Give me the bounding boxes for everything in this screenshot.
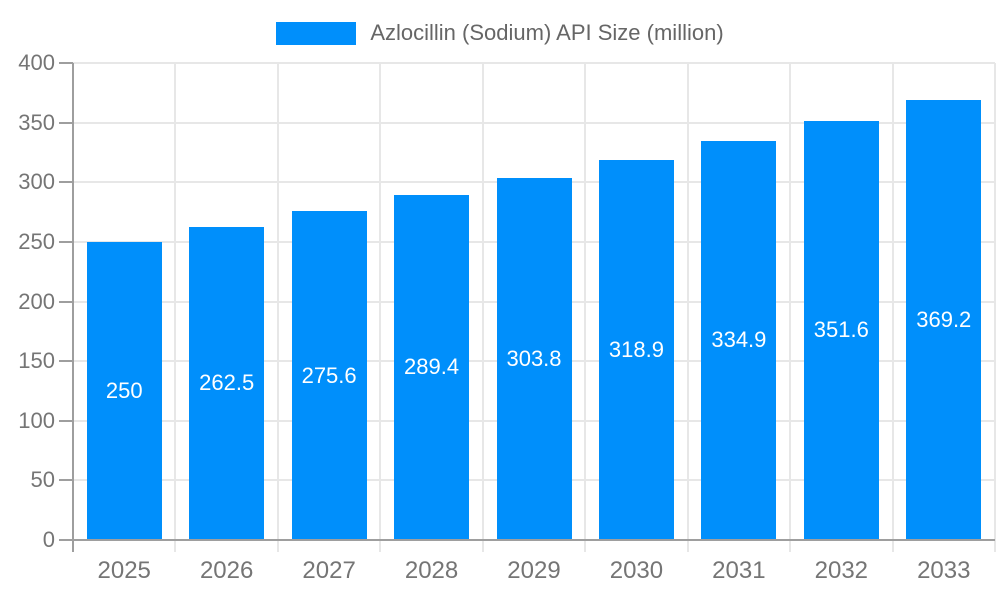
x-tick-mark — [481, 540, 484, 552]
bar-value-label: 351.6 — [813, 317, 869, 343]
bar-value-label: 334.9 — [711, 327, 767, 353]
legend-swatch-icon — [276, 21, 357, 45]
y-tick-mark — [59, 121, 73, 124]
x-tick-label: 2032 — [814, 557, 869, 584]
bar-value-label: 369.2 — [916, 306, 972, 332]
y-tick-label: 300 — [18, 169, 55, 195]
gridline-horizontal — [73, 62, 995, 64]
bar-value-label: 289.4 — [404, 354, 460, 380]
x-tick-label: 2026 — [199, 557, 254, 584]
x-tick-mark — [789, 540, 792, 552]
bar: 262.5 — [189, 226, 265, 540]
bar: 351.6 — [803, 120, 879, 540]
gridline-vertical — [174, 63, 177, 540]
y-tick-mark — [59, 240, 73, 243]
x-tick-mark — [276, 540, 279, 552]
bar-value-label: 303.8 — [506, 345, 562, 371]
x-tick-label: 2028 — [404, 557, 459, 584]
bar: 369.2 — [906, 99, 982, 540]
y-tick-label: 200 — [18, 288, 55, 314]
bar-value-label: 250 — [105, 377, 143, 403]
x-tick-label: 2027 — [302, 557, 356, 584]
x-tick-label: 2029 — [507, 557, 561, 584]
gridline-vertical — [994, 63, 996, 540]
bar-value-label: 262.5 — [199, 370, 255, 396]
y-tick-mark — [59, 479, 73, 482]
y-tick-mark — [59, 539, 73, 541]
y-tick-label: 150 — [18, 348, 55, 374]
bar-value-label: 275.6 — [301, 362, 357, 388]
y-tick-mark — [59, 181, 73, 184]
y-tick-label: 100 — [18, 407, 55, 433]
bar: 318.9 — [598, 159, 674, 540]
gridline-vertical — [379, 63, 382, 540]
y-tick-mark — [59, 419, 73, 422]
gridline-vertical — [891, 63, 894, 540]
y-tick-label: 50 — [30, 467, 55, 493]
x-tick-mark — [379, 540, 382, 552]
x-tick-label: 2025 — [97, 557, 151, 584]
bar: 303.8 — [496, 177, 572, 540]
y-tick-label: 350 — [18, 109, 55, 135]
x-axis-line — [73, 539, 995, 541]
y-tick-mark — [59, 360, 73, 363]
x-tick-label: 2030 — [609, 557, 664, 584]
x-tick-mark — [174, 540, 177, 552]
y-tick-label: 250 — [18, 228, 55, 254]
y-tick-label: 400 — [18, 50, 55, 75]
y-axis-line — [72, 63, 74, 552]
y-tick-mark — [59, 300, 73, 303]
bar: 289.4 — [394, 194, 470, 540]
plot-area: 250 262.5 275.6 289.4 303.8 318.9 334.9 351.6 36… — [73, 62, 996, 540]
y-tick-mark — [59, 62, 73, 64]
x-tick-mark — [994, 540, 996, 552]
gridline-vertical — [276, 63, 279, 540]
gridline-vertical — [686, 63, 689, 540]
legend[interactable]: Azlocillin (Sodium) API Size (million) — [0, 17, 1000, 49]
gridline-vertical — [481, 63, 484, 540]
gridline-vertical — [584, 63, 587, 540]
x-tick-mark — [686, 540, 689, 552]
x-tick-mark — [584, 540, 587, 552]
x-tick-mark — [891, 540, 894, 552]
x-tick-label: 2031 — [712, 557, 766, 584]
y-tick-label: 0 — [42, 527, 55, 552]
gridline-horizontal — [73, 121, 995, 124]
x-tick-label: 2033 — [917, 557, 971, 584]
bar: 334.9 — [701, 140, 777, 540]
legend-label: Azlocillin (Sodium) API Size (million) — [370, 20, 724, 45]
bar: 275.6 — [291, 211, 367, 540]
gridline-vertical — [789, 63, 792, 540]
bar: 250 — [86, 241, 162, 540]
bar-value-label: 318.9 — [608, 336, 664, 362]
